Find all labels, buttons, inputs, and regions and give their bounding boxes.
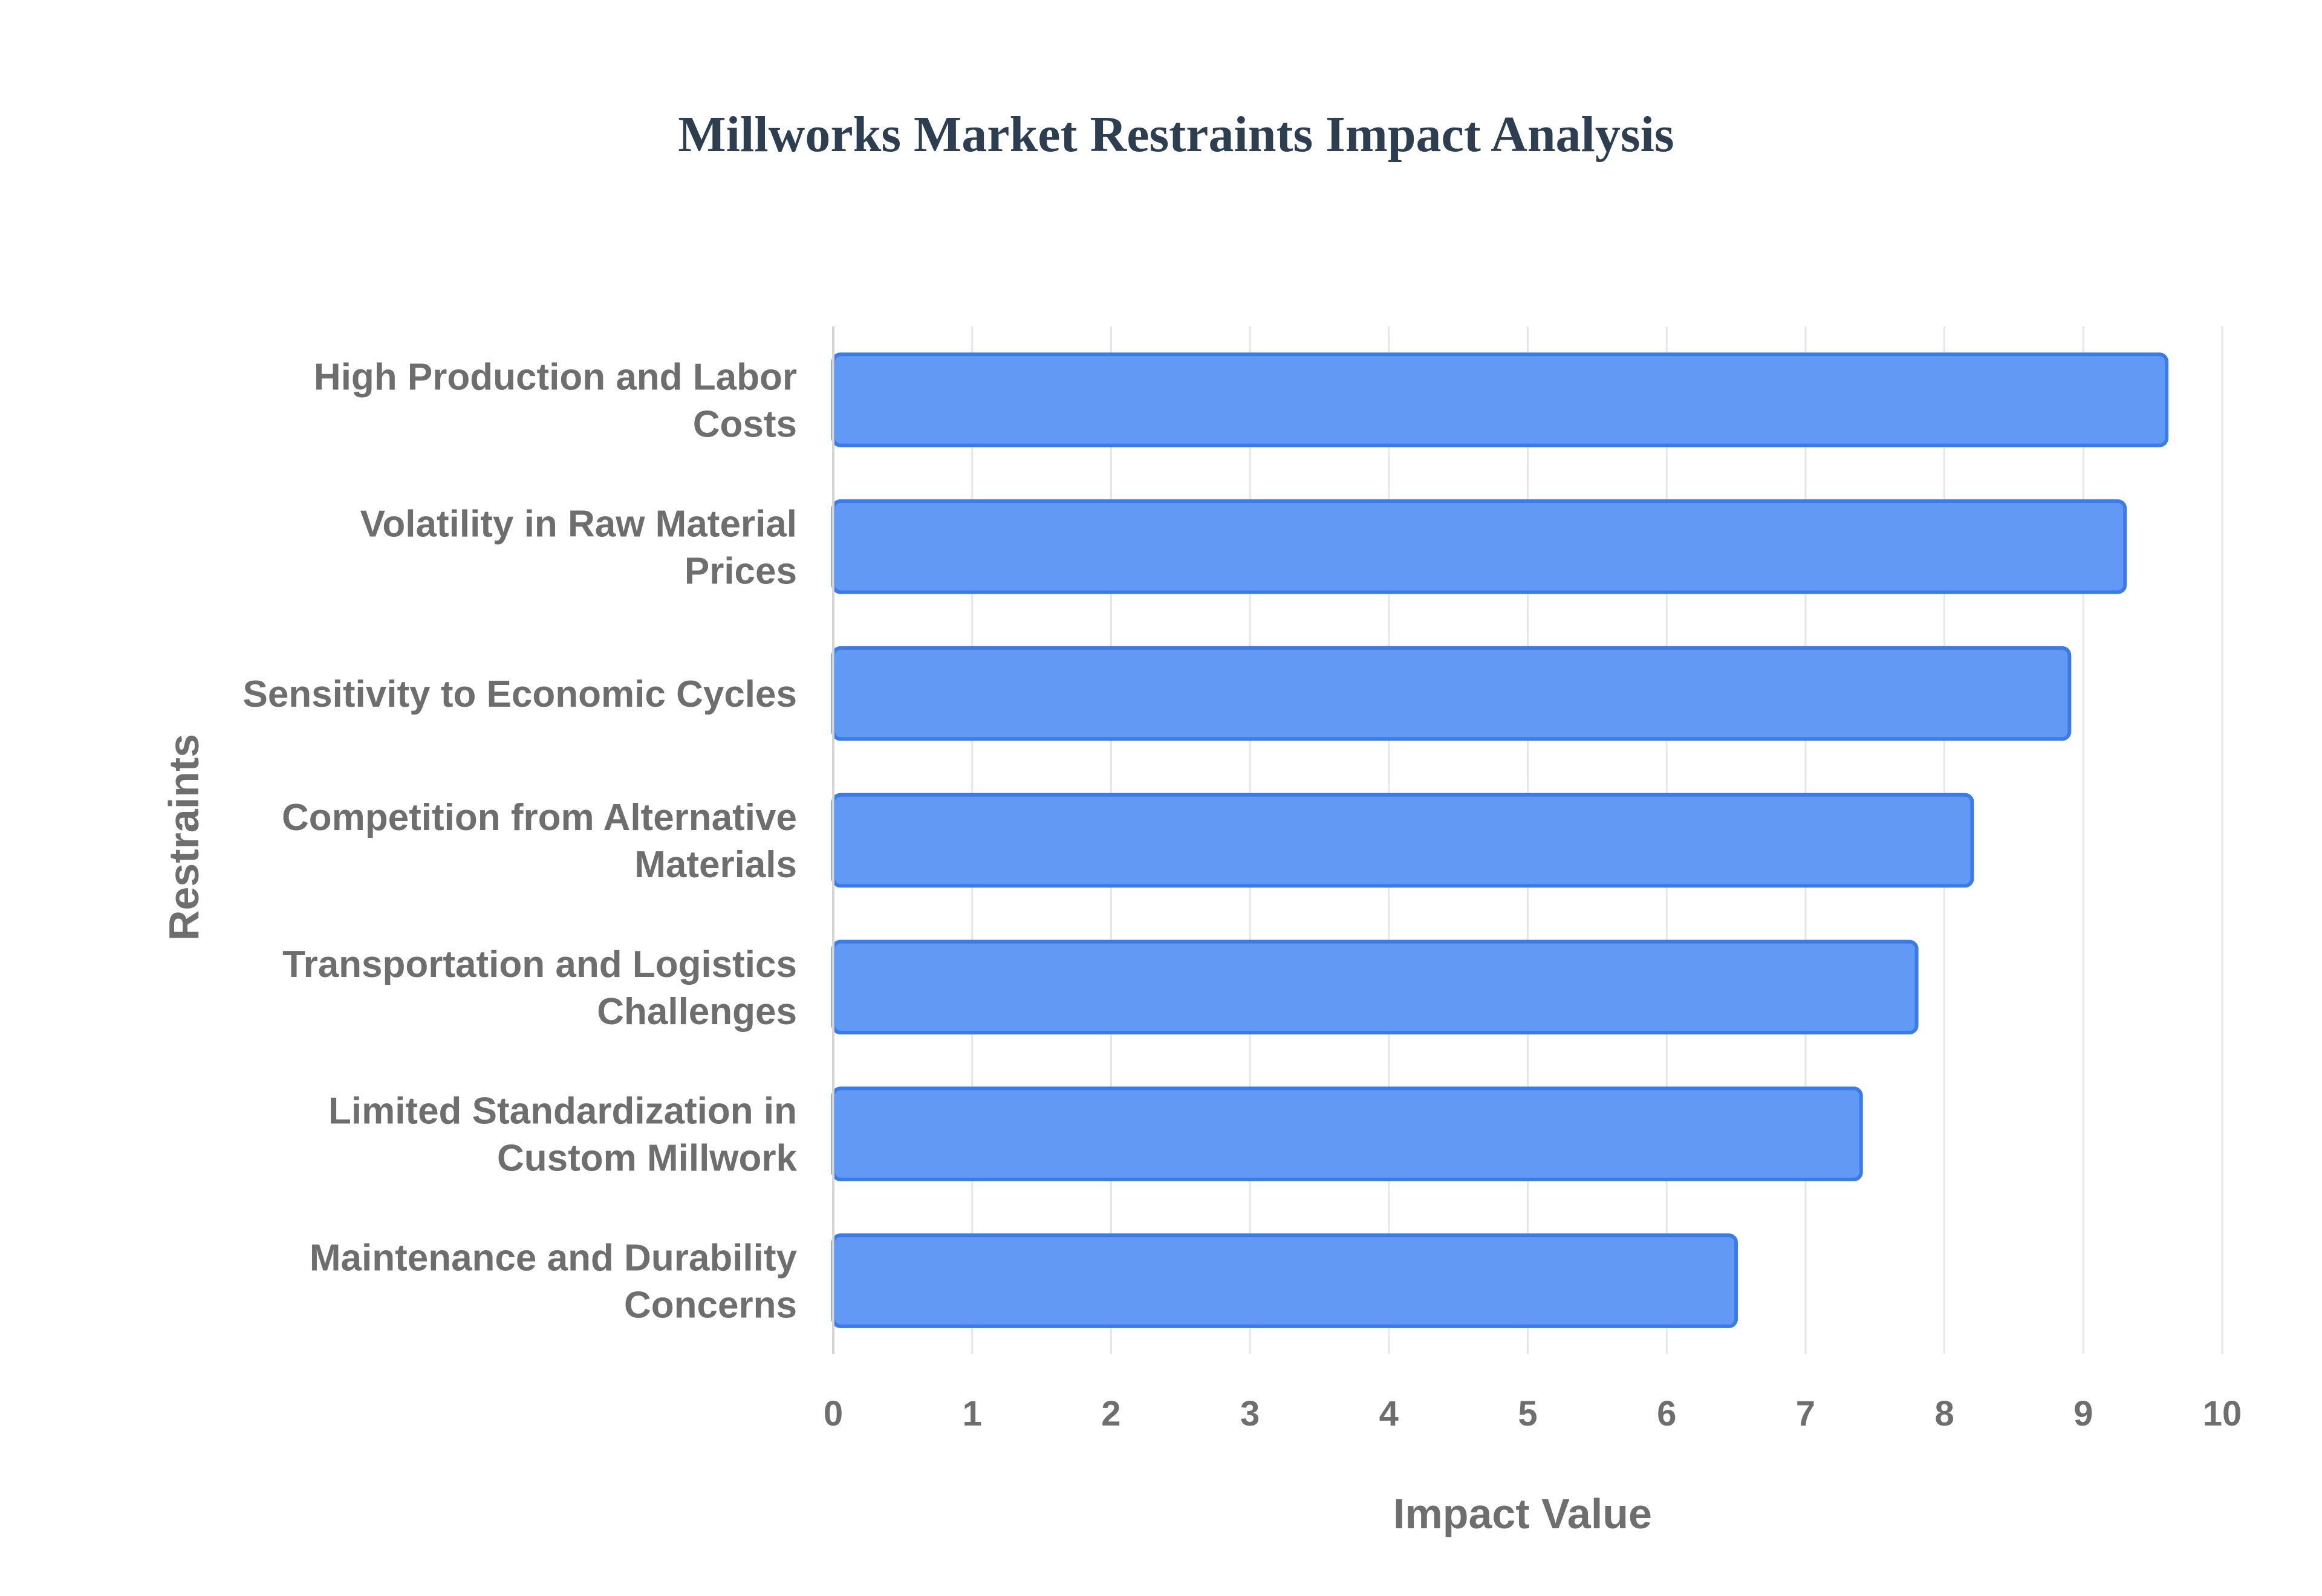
y-axis-title: Restraints: [160, 734, 207, 941]
x-tick-label: 10: [2203, 1394, 2242, 1433]
category-label: Volatility in Raw Material Prices: [360, 503, 797, 592]
x-tick-label: 4: [1379, 1394, 1399, 1433]
bar: [831, 793, 1974, 888]
category-label: Competition from Alternative Materials: [282, 797, 797, 886]
bar: [831, 1086, 1863, 1182]
chart-title: Millworks Market Restraints Impact Analy…: [678, 106, 1674, 163]
bar: [831, 352, 2169, 447]
bars: [831, 352, 2169, 1328]
bar: [831, 646, 2072, 741]
x-tick-label: 9: [2073, 1394, 2093, 1433]
x-tick-label: 8: [1934, 1394, 1954, 1433]
bar: [831, 499, 2127, 594]
x-tick-labels: 0 1 2 3 4 5 6 7 8 9 10: [824, 1394, 2242, 1433]
x-tick-label: 7: [1796, 1394, 1815, 1433]
category-label: Limited Standardization in Custom Millwor…: [328, 1091, 798, 1179]
x-tick-label: 0: [824, 1394, 843, 1433]
category-label: High Production and Labor Costs: [314, 356, 797, 445]
x-tick-label: 6: [1657, 1394, 1676, 1433]
bar: [831, 1233, 1738, 1328]
category-label: Transportation and Logistics Challenges: [282, 944, 797, 1033]
category-label: Maintenance and Durability Concerns: [310, 1238, 798, 1326]
category-label: Sensitivity to Economic Cycles: [242, 673, 797, 715]
x-tick-label: 5: [1518, 1394, 1537, 1433]
x-tick-label: 1: [963, 1394, 982, 1433]
category-labels: High Production and Labor Costs Volatility…: [242, 356, 797, 1326]
bar: [831, 939, 1919, 1035]
x-tick-label: 2: [1101, 1394, 1120, 1433]
x-axis-title: Impact Value: [1393, 1490, 1652, 1537]
x-tick-label: 3: [1240, 1394, 1260, 1433]
